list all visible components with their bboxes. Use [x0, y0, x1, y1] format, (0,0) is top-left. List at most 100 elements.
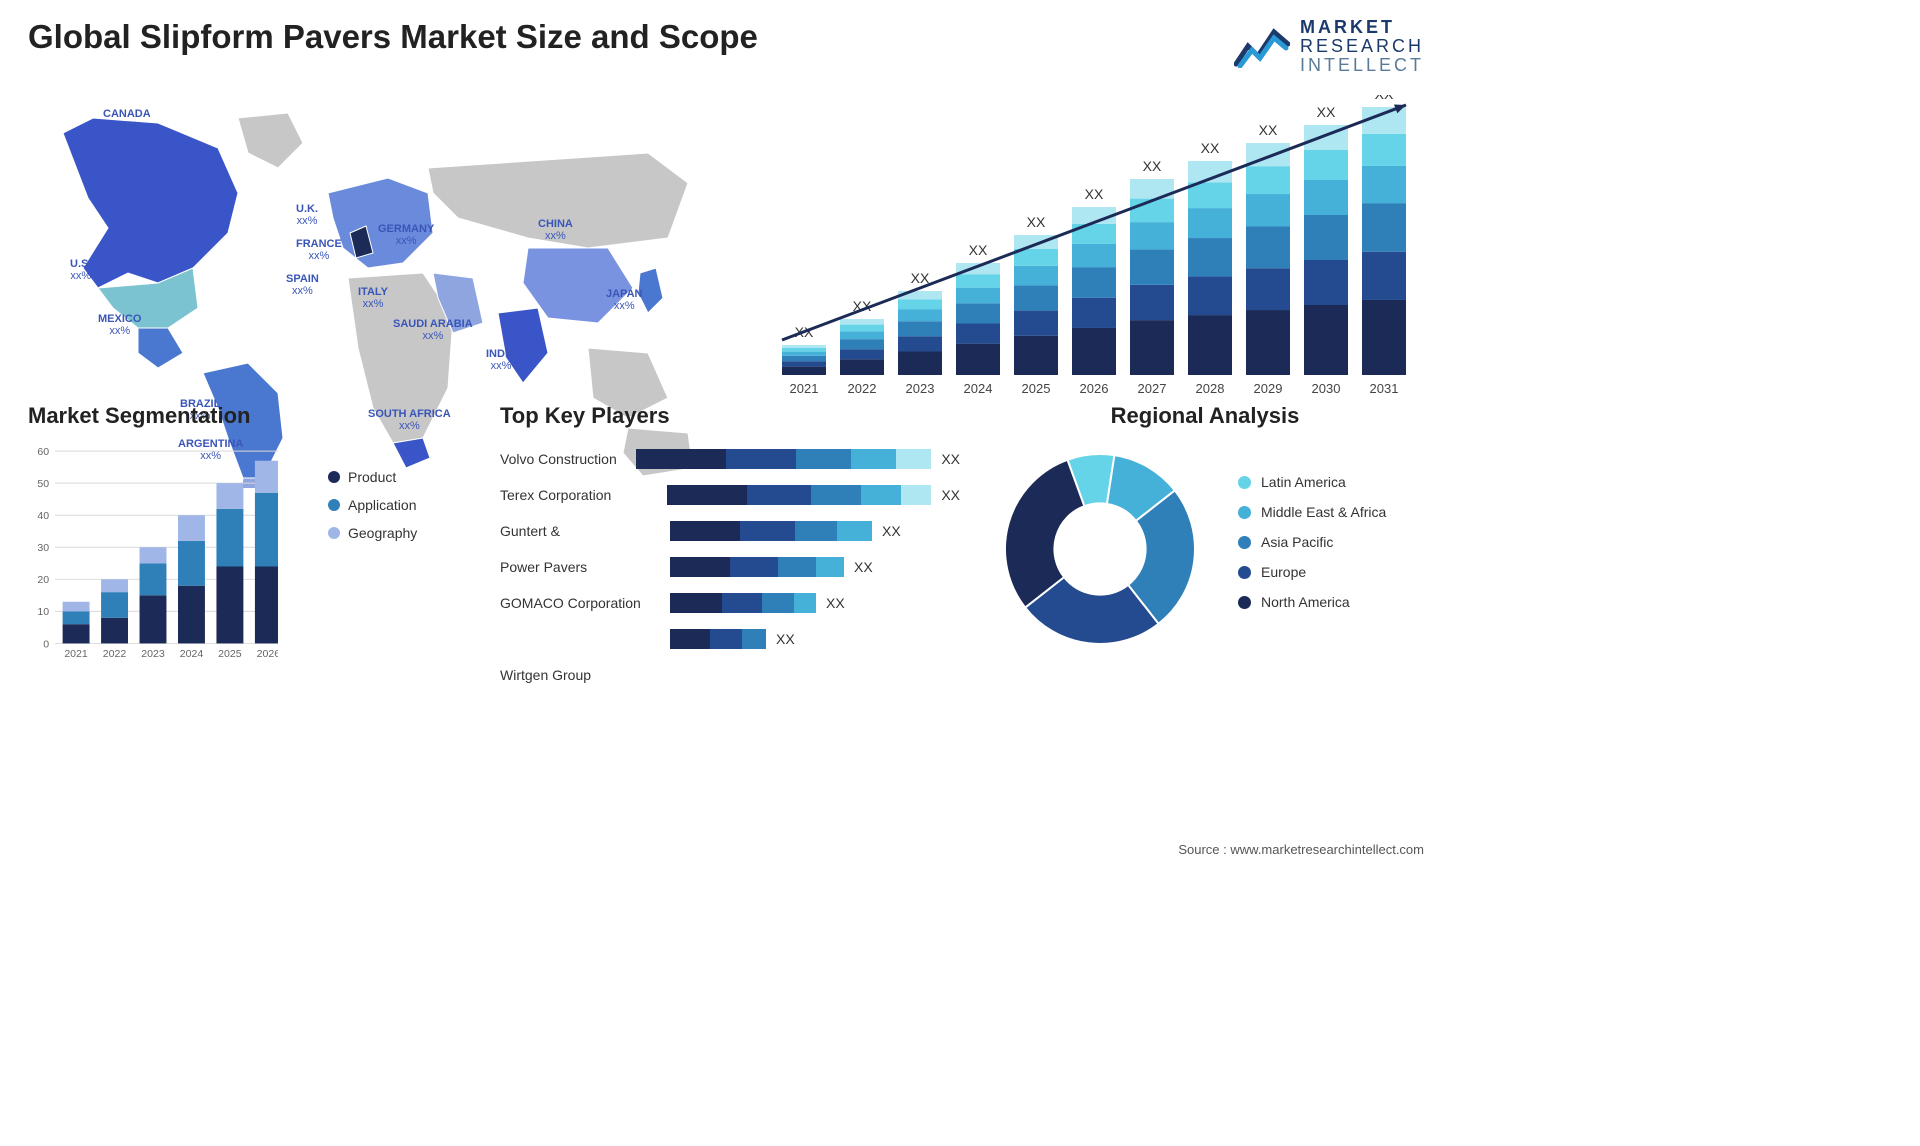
logo-line-1: MARKET [1300, 18, 1424, 37]
regional-legend: Latin America Middle East & Africa Asia Pa… [1238, 474, 1386, 624]
player-row: Wirtgen Group [500, 659, 960, 691]
svg-text:XX: XX [1259, 122, 1278, 138]
player-value: XX [854, 559, 873, 575]
svg-text:2030: 2030 [1312, 381, 1341, 395]
svg-text:2028: 2028 [1196, 381, 1225, 395]
svg-text:2025: 2025 [218, 648, 242, 660]
svg-text:2021: 2021 [64, 648, 88, 660]
logo-text: MARKET RESEARCH INTELLECT [1300, 18, 1424, 75]
player-bar [670, 521, 872, 541]
player-value: XX [882, 523, 901, 539]
svg-text:2023: 2023 [141, 648, 165, 660]
player-bar [670, 557, 844, 577]
svg-text:10: 10 [37, 606, 49, 618]
map-label-china: CHINAxx% [538, 218, 573, 242]
svg-text:2024: 2024 [180, 648, 204, 660]
segmentation-legend: Product Application Geography [328, 469, 417, 553]
svg-text:2025: 2025 [1022, 381, 1051, 395]
page-title: Global Slipform Pavers Market Size and S… [28, 18, 758, 56]
svg-text:2026: 2026 [1080, 381, 1109, 395]
svg-text:XX: XX [1085, 186, 1104, 202]
region-legend-item: North America [1238, 594, 1386, 610]
map-label-japan: JAPANxx% [606, 288, 642, 312]
map-label-u-k-: U.K.xx% [296, 203, 318, 227]
player-name: Guntert & [500, 523, 670, 539]
legend-dot-icon [1238, 566, 1251, 579]
svg-text:2029: 2029 [1254, 381, 1283, 395]
legend-dot-icon [328, 471, 340, 483]
region-legend-item: Europe [1238, 564, 1386, 580]
logo-line-3: INTELLECT [1300, 56, 1424, 75]
svg-text:XX: XX [1201, 140, 1220, 156]
map-label-u-s-: U.S.xx% [70, 258, 91, 282]
player-row: Terex Corporation XX [500, 479, 960, 511]
map-label-saudi-arabia: SAUDI ARABIAxx% [393, 318, 473, 342]
legend-label: Latin America [1261, 474, 1346, 490]
brand-logo: MARKET RESEARCH INTELLECT [1234, 18, 1424, 75]
svg-text:2021: 2021 [790, 381, 819, 395]
svg-text:XX: XX [1027, 214, 1046, 230]
segmentation-title: Market Segmentation [28, 403, 458, 429]
segmentation-section: Market Segmentation 01020304050602021202… [28, 403, 458, 674]
seg-legend-item: Geography [328, 525, 417, 541]
legend-dot-icon [328, 527, 340, 539]
region-legend-item: Middle East & Africa [1238, 504, 1386, 520]
logo-mark-icon [1234, 24, 1290, 68]
regional-title: Regional Analysis [990, 403, 1420, 429]
player-row: XX [500, 623, 960, 655]
player-value: XX [941, 487, 960, 503]
legend-label: Middle East & Africa [1261, 504, 1386, 520]
key-players-title: Top Key Players [500, 403, 960, 429]
player-bar [670, 629, 766, 649]
region-legend-item: Asia Pacific [1238, 534, 1386, 550]
map-label-india: INDIAxx% [486, 348, 516, 372]
segmentation-chart: 0102030405060202120222023202420252026 [28, 439, 278, 669]
svg-text:2031: 2031 [1370, 381, 1399, 395]
svg-text:2022: 2022 [103, 648, 127, 660]
player-bar [636, 449, 931, 469]
svg-text:XX: XX [969, 242, 988, 258]
player-bar [670, 593, 816, 613]
map-label-mexico: MEXICOxx% [98, 313, 141, 337]
logo-line-2: RESEARCH [1300, 37, 1424, 56]
legend-dot-icon [1238, 506, 1251, 519]
player-row: Power Pavers XX [500, 551, 960, 583]
player-name: Wirtgen Group [500, 667, 670, 683]
seg-legend-item: Product [328, 469, 417, 485]
svg-text:50: 50 [37, 478, 49, 490]
svg-text:2026: 2026 [257, 648, 278, 660]
svg-text:2023: 2023 [906, 381, 935, 395]
svg-text:30: 30 [37, 542, 49, 554]
legend-label: Europe [1261, 564, 1306, 580]
map-label-spain: SPAINxx% [286, 273, 319, 297]
player-name: Power Pavers [500, 559, 670, 575]
player-bar [667, 485, 931, 505]
seg-legend-item: Application [328, 497, 417, 513]
player-name: GOMACO Corporation [500, 595, 670, 611]
svg-text:0: 0 [43, 638, 49, 650]
legend-label: Application [348, 497, 417, 513]
player-name: Terex Corporation [500, 487, 667, 503]
svg-text:20: 20 [37, 574, 49, 586]
svg-text:2024: 2024 [964, 381, 993, 395]
player-value: XX [941, 451, 960, 467]
svg-text:2027: 2027 [1138, 381, 1167, 395]
legend-dot-icon [1238, 476, 1251, 489]
regional-donut-chart [990, 439, 1210, 659]
player-row: GOMACO Corporation XX [500, 587, 960, 619]
svg-text:XX: XX [1143, 158, 1162, 174]
legend-label: North America [1261, 594, 1350, 610]
player-name: Volvo Construction [500, 451, 636, 467]
header: Global Slipform Pavers Market Size and S… [28, 18, 1424, 75]
legend-label: Product [348, 469, 396, 485]
player-value: XX [826, 595, 845, 611]
map-label-canada: CANADAxx% [103, 108, 151, 132]
legend-dot-icon [1238, 596, 1251, 609]
svg-text:XX: XX [1317, 104, 1336, 120]
legend-label: Geography [348, 525, 417, 541]
player-row: Volvo Construction XX [500, 443, 960, 475]
legend-dot-icon [328, 499, 340, 511]
market-growth-chart: XX2021XX2022XX2023XX2024XX2025XX2026XX20… [772, 95, 1412, 395]
source-credit: Source : www.marketresearchintellect.com [1178, 842, 1424, 857]
map-label-germany: GERMANYxx% [378, 223, 434, 247]
